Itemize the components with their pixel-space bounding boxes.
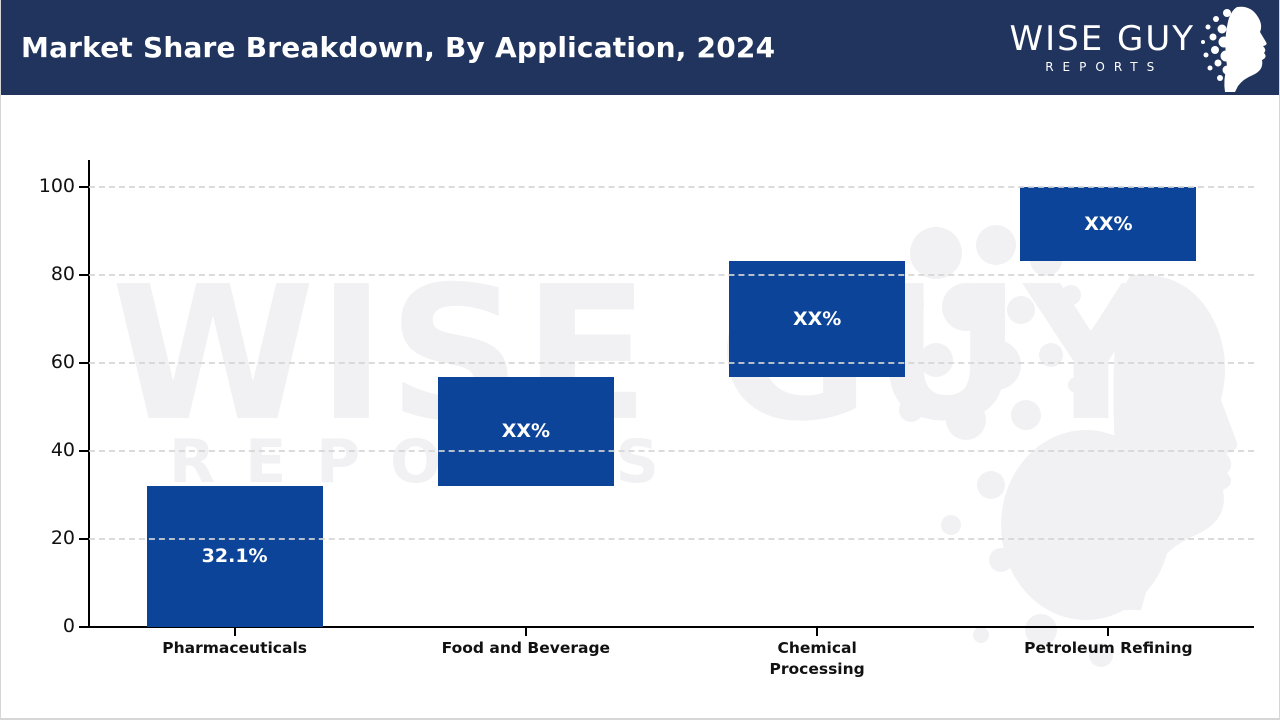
y-axis-tick <box>79 626 89 628</box>
bar-pharmaceuticals: 32.1% <box>146 485 323 627</box>
x-axis-tick <box>1107 627 1110 636</box>
x-axis-category-label: Chemical Processing <box>769 639 865 678</box>
y-axis-tick <box>79 186 89 188</box>
bar-value-label: XX% <box>792 308 842 331</box>
dotted-head-logo-icon <box>1201 6 1267 92</box>
gridline <box>89 450 1254 452</box>
y-axis-tick-label: 80 <box>50 263 75 285</box>
y-axis-line <box>88 160 90 628</box>
gridline <box>89 538 1254 540</box>
x-axis-category-label: Food and Beverage <box>441 639 611 657</box>
chart-title: Market Share Breakdown, By Application, … <box>21 31 776 64</box>
gridline <box>89 274 1254 276</box>
bar-value-label: XX% <box>501 420 551 443</box>
bar-chemical-processing: XX% <box>729 261 906 378</box>
bar-value-label: 32.1% <box>201 545 268 568</box>
y-axis-tick-label: 60 <box>50 351 75 373</box>
plot-area: 32.1% XX% XX% XX% 0 20 40 60 80 100 Pharmaceutical… <box>1 95 1279 718</box>
y-axis-tick-label: 0 <box>62 615 75 637</box>
x-axis-tick <box>816 627 819 636</box>
brand-logo: WISE GUY REPORTS <box>1009 4 1273 92</box>
y-axis-tick-label: 20 <box>50 527 75 549</box>
x-axis-tick <box>524 627 527 636</box>
gridline <box>89 186 1254 188</box>
brand-subname: REPORTS <box>1045 59 1164 74</box>
brand-name: WISE GUY <box>1009 18 1195 59</box>
brand-logo-text: WISE GUY REPORTS <box>1009 22 1195 74</box>
bar-food-and-beverage: XX% <box>437 377 614 486</box>
header-bar: Market Share Breakdown, By Application, … <box>1 0 1279 95</box>
y-axis-tick <box>79 274 89 276</box>
y-axis-tick <box>79 362 89 364</box>
gridline <box>89 362 1254 364</box>
bar-value-label: XX% <box>1084 213 1133 236</box>
y-axis-tick <box>79 538 89 540</box>
x-axis-tick <box>233 627 236 636</box>
x-axis-category-label: Petroleum Refining <box>1024 639 1193 657</box>
y-axis-tick-label: 100 <box>38 175 75 197</box>
bar-petroleum-refining: XX% <box>1020 187 1197 262</box>
y-axis-tick <box>79 450 89 452</box>
x-axis-category-label: Pharmaceuticals <box>162 639 307 657</box>
y-axis-tick-label: 40 <box>50 439 75 461</box>
x-axis-line <box>88 626 1254 628</box>
